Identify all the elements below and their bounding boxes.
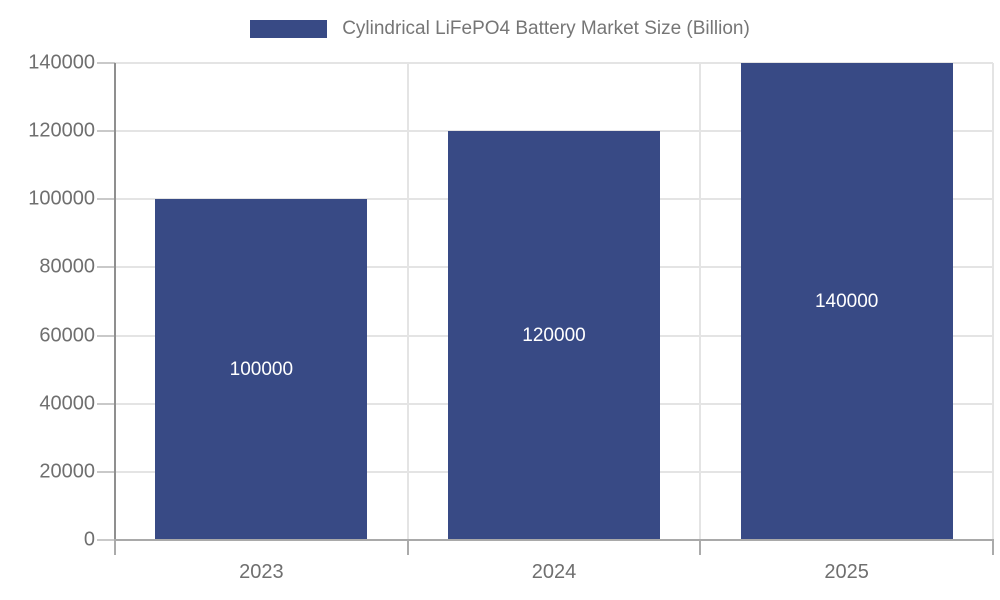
y-tick-mark (97, 539, 115, 541)
chart-legend[interactable]: Cylindrical LiFePO4 Battery Market Size … (0, 12, 1000, 46)
y-tick-label: 100000 (28, 187, 95, 210)
x-gridline (699, 63, 702, 540)
x-tick-mark (992, 540, 994, 555)
y-gridline (115, 62, 993, 64)
y-tick-mark (97, 402, 115, 405)
x-tick-mark (114, 540, 116, 555)
x-axis-line (114, 539, 994, 541)
y-tick-label: 120000 (28, 119, 95, 142)
x-tick-mark (406, 540, 409, 555)
y-tick-mark (97, 266, 115, 269)
x-tick-label: 2025 (824, 561, 869, 583)
y-tick-mark (97, 334, 115, 337)
x-gridline (406, 63, 409, 540)
y-tick-label: 60000 (39, 324, 95, 347)
x-tick-label: 2023 (239, 561, 284, 583)
bar-value-label: 100000 (229, 358, 294, 380)
y-tick-mark (97, 470, 115, 473)
bar[interactable] (740, 63, 953, 540)
y-tick-label: 20000 (39, 460, 95, 483)
y-tick-label: 80000 (39, 255, 95, 278)
legend-swatch-icon (250, 20, 328, 38)
y-gridline (115, 130, 993, 133)
y-tick-label: 140000 (28, 51, 95, 74)
y-axis-line (114, 63, 116, 540)
bar-value-label: 120000 (522, 324, 586, 346)
x-tick-label: 2024 (531, 561, 577, 583)
bar[interactable] (155, 199, 368, 540)
x-tick-mark (699, 540, 702, 555)
chart-title: Cylindrical LiFePO4 Battery Market Size … (342, 18, 750, 39)
y-tick-mark (97, 198, 115, 201)
plot-area: 100000 120000 140000 (114, 62, 994, 541)
y-tick-label: 40000 (39, 392, 95, 415)
y-tick-mark (97, 130, 115, 133)
bar-value-label: 140000 (814, 290, 879, 312)
bar[interactable] (448, 131, 660, 540)
y-tick-mark (97, 62, 115, 64)
y-tick-label: 0 (83, 528, 95, 551)
x-gridline (992, 63, 994, 540)
